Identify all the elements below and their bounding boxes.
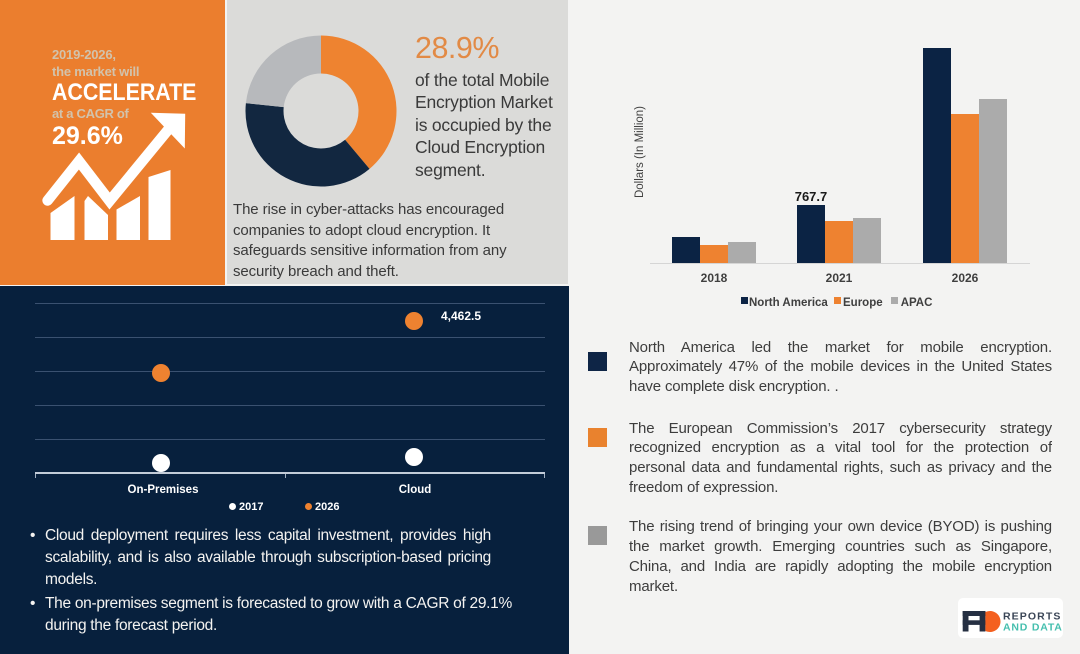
svg-text:REPORTS: REPORTS (1003, 611, 1061, 623)
svg-text:AND DATA: AND DATA (1003, 622, 1063, 634)
